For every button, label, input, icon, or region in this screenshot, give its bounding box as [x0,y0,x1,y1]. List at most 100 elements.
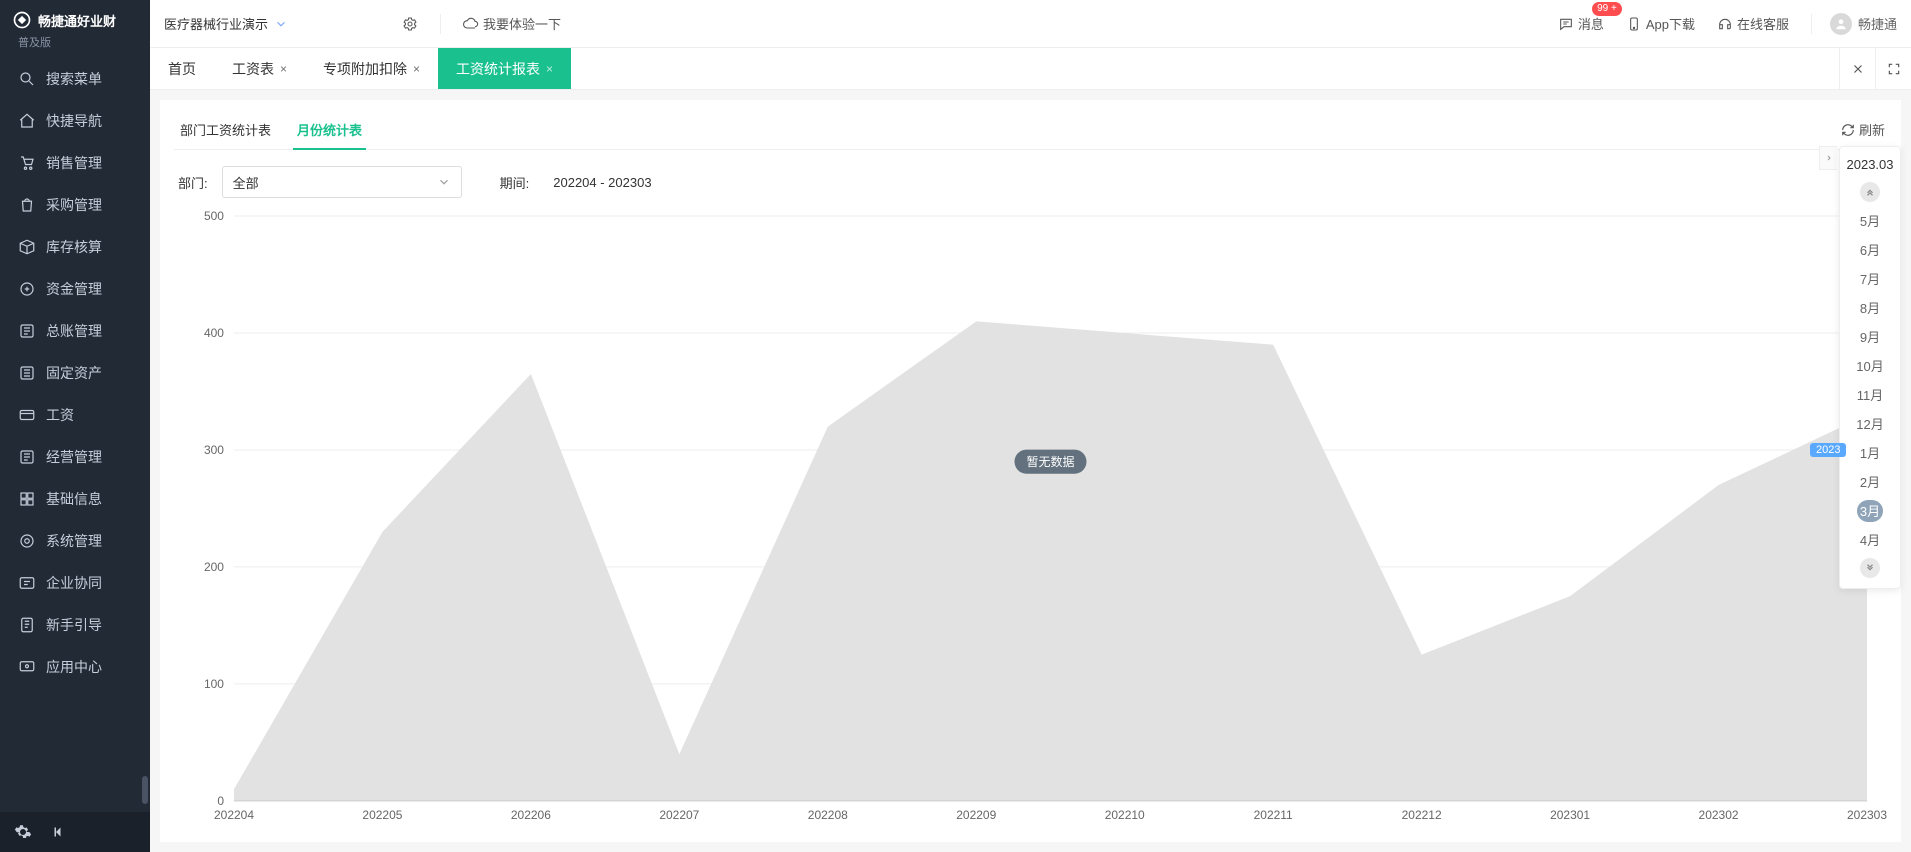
date-rail-month[interactable]: 6月 [1840,235,1900,264]
report-icon [18,448,36,466]
close-icon[interactable]: × [413,62,420,76]
cloud-icon [463,16,479,32]
date-rail-month[interactable]: 1月2023 [1840,438,1900,467]
search-icon [18,70,36,88]
subtab-1[interactable]: 月份统计表 [293,112,366,149]
svg-text:202303: 202303 [1847,808,1887,822]
fullscreen-button[interactable] [1875,48,1911,89]
svg-text:202212: 202212 [1402,808,1442,822]
close-icon[interactable]: × [546,62,553,76]
svg-text:202210: 202210 [1105,808,1145,822]
app-download-button[interactable]: App下载 [1622,10,1699,37]
messages-label: 消息 [1578,14,1604,33]
collapse-sidebar-icon[interactable] [50,823,68,841]
date-rail-month[interactable]: 5月 [1840,206,1900,235]
tabstrip-actions [1839,48,1911,89]
headset-icon [1717,16,1733,32]
collapse-date-rail-button[interactable] [1819,146,1837,170]
svg-text:202208: 202208 [808,808,848,822]
user-menu[interactable]: 畅捷通 [1830,13,1897,35]
svg-text:暂无数据: 暂无数据 [1027,454,1075,469]
date-rail-month[interactable]: 10月 [1840,351,1900,380]
sidebar-item-label: 库存核算 [46,237,102,257]
date-rail-month[interactable]: 3月 [1840,496,1900,525]
date-rail-current: 2023.03 [1847,153,1894,178]
date-rail: 2023.03 5月6月7月8月9月10月11月12月1月20232月3月4月 [1839,146,1901,589]
sidebar-item-12[interactable]: 企业协同 [0,562,150,604]
tab-2[interactable]: 专项附加扣除× [305,48,438,89]
content-area: 部门工资统计表月份统计表 刷新 部门: 全部 期间: 202204 - 2023… [150,90,1911,852]
tab-0[interactable]: 首页 [150,48,214,89]
svg-text:100: 100 [204,677,224,691]
home-icon [18,112,36,130]
tab-label: 工资表 [232,59,274,79]
refresh-label: 刷新 [1859,120,1885,139]
sidebar-footer [0,812,150,852]
report-panel: 部门工资统计表月份统计表 刷新 部门: 全部 期间: 202204 - 2023… [160,100,1901,842]
sidebar-item-11[interactable]: 系统管理 [0,520,150,562]
sidebar-item-label: 经营管理 [46,447,102,467]
dept-select[interactable]: 全部 [222,166,462,198]
sidebar-item-6[interactable]: 总账管理 [0,310,150,352]
scrollbar-thumb[interactable] [142,776,148,804]
tabstrip: 首页工资表×专项附加扣除×工资统计报表× [150,48,1911,90]
guide-icon [18,616,36,634]
sidebar-item-2[interactable]: 销售管理 [0,142,150,184]
sidebar-item-label: 工资 [46,405,74,425]
bag-icon [18,196,36,214]
sidebar-item-label: 基础信息 [46,489,102,509]
svg-text:0: 0 [217,794,224,808]
org-selector[interactable]: 医疗器械行业演示 [164,14,384,33]
apps-icon [18,658,36,676]
tab-1[interactable]: 工资表 × [214,48,305,89]
sidebar-item-14[interactable]: 应用中心 [0,646,150,688]
user-name: 畅捷通 [1858,14,1897,33]
svg-text:202205: 202205 [362,808,402,822]
sidebar-item-0[interactable]: 搜索菜单 [0,58,150,100]
subtabs: 部门工资统计表月份统计表 刷新 [174,108,1887,150]
date-rail-up-button[interactable] [1860,182,1880,202]
settings-icon[interactable] [14,823,32,841]
try-experience-button[interactable]: 我要体验一下 [459,10,565,37]
date-rail-month[interactable]: 4月 [1840,525,1900,554]
svg-text:200: 200 [204,560,224,574]
date-rail-down-button[interactable] [1860,558,1880,578]
subtab-0[interactable]: 部门工资统计表 [176,112,275,149]
sidebar-item-7[interactable]: 固定资产 [0,352,150,394]
settings-button[interactable] [398,12,422,36]
date-rail-month[interactable]: 2月 [1840,467,1900,496]
sidebar-item-label: 快捷导航 [46,111,102,131]
avatar-icon [1830,13,1852,35]
sidebar-item-8[interactable]: 工资 [0,394,150,436]
ledger-icon [18,322,36,340]
sidebar-item-label: 企业协同 [46,573,102,593]
tab-3[interactable]: 工资统计报表× [438,48,571,89]
divider [1811,14,1812,34]
sidebar-item-10[interactable]: 基础信息 [0,478,150,520]
svg-text:202302: 202302 [1699,808,1739,822]
date-rail-month[interactable]: 7月 [1840,264,1900,293]
date-rail-month[interactable]: 12月 [1840,409,1900,438]
support-button[interactable]: 在线客服 [1713,10,1793,37]
sidebar-item-1[interactable]: 快捷导航 [0,100,150,142]
org-name: 医疗器械行业演示 [164,14,268,33]
sidebar-item-label: 采购管理 [46,195,102,215]
sidebar-item-9[interactable]: 经营管理 [0,436,150,478]
grid-icon [18,490,36,508]
asset-icon [18,364,36,382]
messages-badge: 99 + [1592,2,1622,16]
close-all-tabs-button[interactable] [1839,48,1875,89]
date-rail-month[interactable]: 8月 [1840,293,1900,322]
sidebar-item-4[interactable]: 库存核算 [0,226,150,268]
refresh-button[interactable]: 刷新 [1841,120,1885,149]
sidebar-item-3[interactable]: 采购管理 [0,184,150,226]
messages-button[interactable]: 消息 99 + [1554,10,1608,37]
sidebar-item-5[interactable]: 资金管理 [0,268,150,310]
main-column: 医疗器械行业演示 我要体验一下 消息 99 + App下载 在线客服 [150,0,1911,852]
date-rail-month[interactable]: 9月 [1840,322,1900,351]
sidebar-item-13[interactable]: 新手引导 [0,604,150,646]
filter-row: 部门: 全部 期间: 202204 - 202303 [174,150,1887,206]
message-icon [1558,16,1574,32]
date-rail-month[interactable]: 11月 [1840,380,1900,409]
close-icon[interactable]: × [280,62,287,76]
